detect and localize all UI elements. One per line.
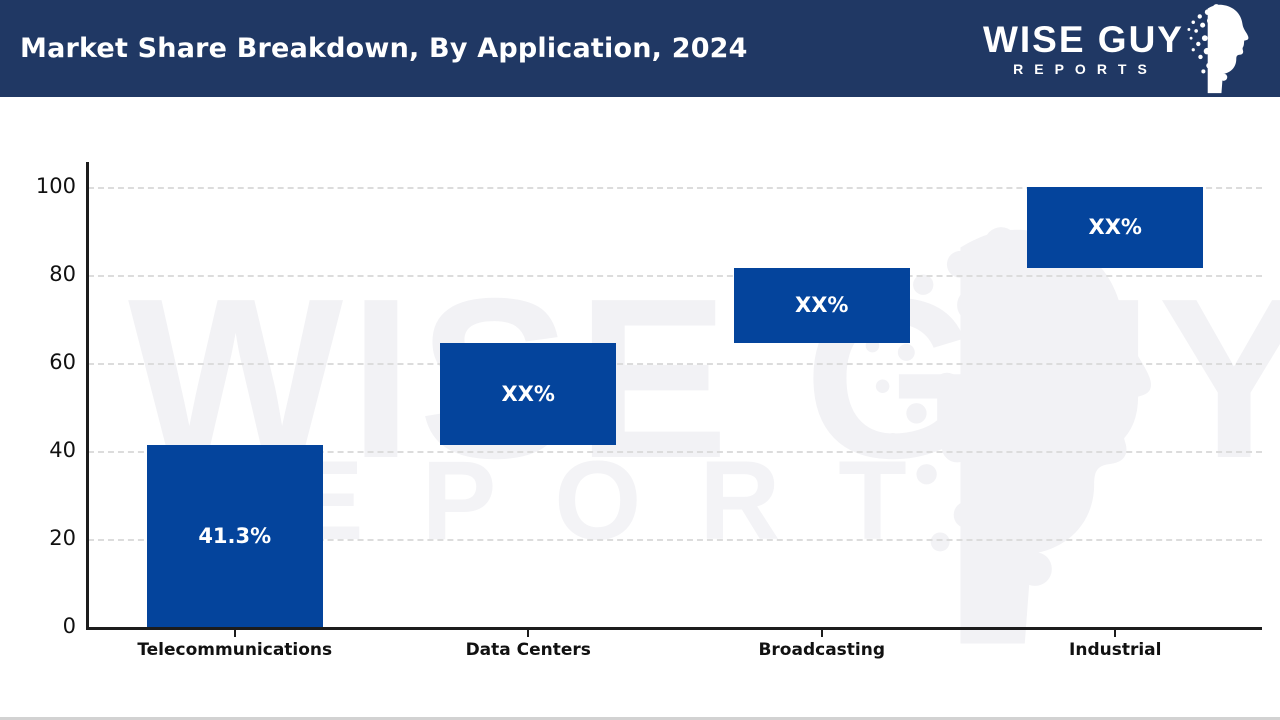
logo-head-icon (1187, 3, 1249, 93)
bar-telecommunications: 41.3% (146, 445, 323, 627)
page-bottom-divider (0, 717, 1280, 720)
y-tick-label: 60 (49, 349, 76, 374)
y-tick-label: 20 (49, 525, 76, 550)
x-tick (233, 629, 236, 637)
bar-data-centers: XX% (440, 342, 617, 446)
x-category-label: Broadcasting (758, 640, 886, 660)
bar-value-label: XX% (501, 381, 555, 406)
bar-value-label: XX% (795, 293, 849, 318)
logo-wordmark: WISE GUY REPORTS (983, 21, 1184, 76)
gridline-y20 (88, 538, 1262, 541)
gridline-y80 (88, 274, 1262, 277)
chart-area: WISE GUY REPORTS 0 20 40 60 80 100 41.3% Teleco… (0, 97, 1280, 718)
x-tick (820, 629, 823, 637)
bar-value-label: 41.3% (198, 524, 272, 549)
plot-region: 0 20 40 60 80 100 41.3% Telecommunications XX% Da… (0, 97, 1280, 718)
bar-industrial: XX% (1027, 186, 1204, 268)
x-axis-line (86, 627, 1262, 630)
y-axis-line (86, 162, 89, 629)
x-category-label: Industrial (1069, 640, 1162, 660)
wiseguy-logo: WISE GUY REPORTS (983, 0, 1266, 97)
x-tick (1114, 629, 1117, 637)
header-bar: Market Share Breakdown, By Application, … (0, 0, 1280, 97)
bar-broadcasting: XX% (733, 267, 910, 343)
x-category-label: Data Centers (465, 640, 591, 660)
y-tick-label: 80 (49, 261, 76, 286)
y-tick-label: 100 (35, 173, 76, 198)
logo-wordmark-line1: WISE GUY (982, 19, 1184, 60)
gridline-y100 (88, 186, 1262, 189)
x-category-label: Telecommunications (137, 640, 333, 660)
y-tick-label: 40 (49, 437, 76, 462)
gridline-y40 (88, 450, 1262, 453)
page-title: Market Share Breakdown, By Application, … (20, 33, 748, 64)
y-tick-label: 0 (62, 614, 76, 638)
logo-wordmark-line2: REPORTS (1013, 61, 1158, 77)
gridline-y60 (88, 362, 1262, 365)
x-tick (527, 629, 530, 637)
bar-value-label: XX% (1088, 215, 1142, 240)
